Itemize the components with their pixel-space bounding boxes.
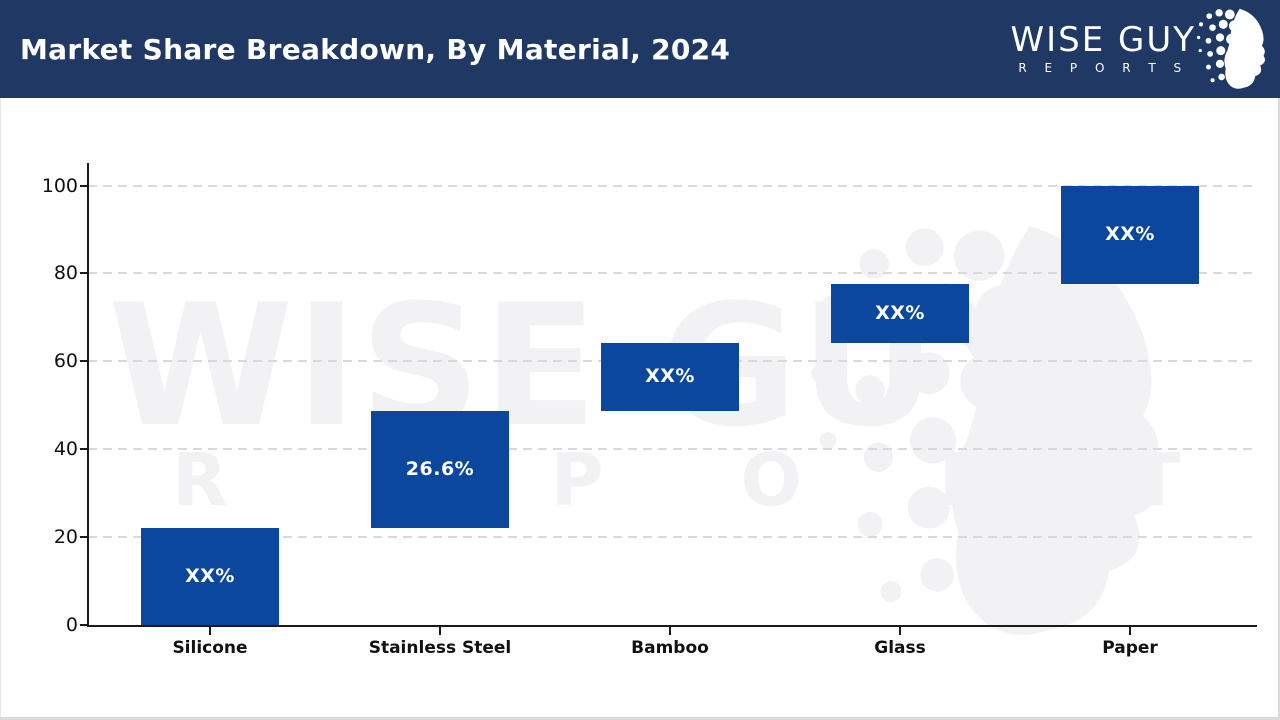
bar-stainless-steel: 26.6%: [371, 411, 509, 529]
y-tick-label: 80: [53, 262, 78, 285]
brand-logo: WISE GUY R E P O R T S: [1010, 7, 1266, 91]
page-title: Market Share Breakdown, By Material, 202…: [20, 32, 731, 66]
y-tick-mark: [80, 536, 88, 539]
bar-value-label: XX%: [875, 301, 925, 324]
x-tick-mark: [899, 627, 901, 635]
bar-value-label: XX%: [1105, 222, 1155, 245]
brand-face-icon: [1196, 8, 1266, 89]
bar-silicone: XX%: [141, 528, 279, 625]
y-tick-mark: [80, 272, 88, 275]
y-tick-label: 20: [53, 526, 78, 549]
brand-name: WISE GUY: [1010, 20, 1196, 61]
y-tick-mark: [80, 360, 88, 363]
bar-bamboo: XX%: [601, 343, 739, 412]
x-tick-mark: [439, 627, 441, 635]
gridline: [88, 448, 1256, 451]
y-axis-line: [87, 163, 89, 627]
y-tick-label: 60: [53, 350, 78, 373]
category-label: Bamboo: [631, 638, 709, 658]
category-label: Paper: [1102, 638, 1158, 658]
bar-glass: XX%: [831, 284, 969, 344]
bar-paper: XX%: [1061, 185, 1199, 285]
x-tick-mark: [1129, 627, 1131, 635]
category-label: Silicone: [172, 638, 248, 658]
category-label: Stainless Steel: [368, 638, 512, 658]
bar-value-label: XX%: [645, 365, 695, 388]
title-bar: Market Share Breakdown, By Material, 202…: [0, 0, 1280, 98]
brand-subtitle: R E P O R T S: [1018, 60, 1189, 75]
x-tick-mark: [669, 627, 671, 635]
gridline: [88, 184, 1256, 187]
y-tick-mark: [80, 624, 88, 626]
category-label: Glass: [874, 638, 926, 658]
y-tick-label: 40: [53, 438, 78, 461]
gridline: [88, 272, 1256, 275]
bar-value-label: 26.6%: [405, 457, 475, 480]
x-tick-mark: [209, 627, 211, 635]
y-tick-mark: [80, 184, 88, 187]
gridline: [88, 536, 1256, 539]
bar-value-label: XX%: [185, 564, 235, 587]
y-tick-mark: [80, 448, 88, 451]
y-tick-label: 100: [41, 174, 78, 197]
x-axis-line: [87, 625, 1257, 627]
y-tick-label: 0: [65, 614, 78, 636]
brand-logo-text: WISE GUY R E P O R T S: [1010, 20, 1196, 75]
